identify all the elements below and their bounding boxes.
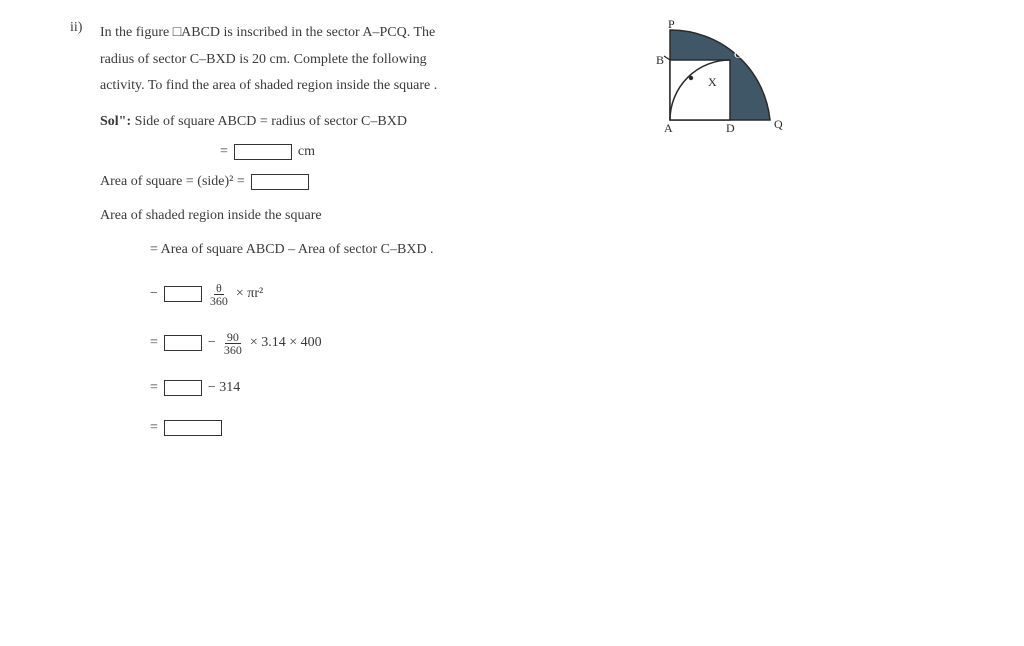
label-P: P xyxy=(668,20,675,31)
label-D: D xyxy=(726,121,735,135)
s1-tail: × πr² xyxy=(236,286,263,302)
solution-label: Sol": xyxy=(100,114,131,129)
label-A: A xyxy=(664,121,673,135)
area-side-label: Area of square = (side)² = xyxy=(100,174,245,190)
blank-s4[interactable] xyxy=(164,420,222,436)
label-C: C xyxy=(734,47,742,61)
equals-1: = xyxy=(220,144,228,160)
question-number: ii) xyxy=(70,20,82,36)
s2-tail: × 3.14 × 400 xyxy=(250,335,322,351)
step-4: = xyxy=(150,420,940,436)
shaded-equation: = Area of square ABCD – Area of sector C… xyxy=(150,242,940,258)
unit-cm: cm xyxy=(298,144,315,160)
question-text: In the figure □ABCD is inscribed in the … xyxy=(100,20,640,100)
label-X: X xyxy=(708,75,717,89)
s3-eq: = xyxy=(150,380,158,396)
blank-s2[interactable] xyxy=(164,335,202,351)
s2-fraction: 90 360 xyxy=(222,331,244,356)
q-line3: activity. To find the area of shaded reg… xyxy=(100,78,437,93)
label-B: B xyxy=(656,53,664,67)
s1-den: 360 xyxy=(208,295,230,307)
geometry-figure: P B C X A D Q xyxy=(650,20,790,145)
s1-op: − xyxy=(150,286,158,302)
label-Q: Q xyxy=(774,117,783,131)
step-1: − θ 360 × πr² xyxy=(150,282,940,307)
side-statement: Side of square ABCD = radius of sector C… xyxy=(135,114,407,129)
step-3: = − 314 xyxy=(150,380,940,396)
q-line2: radius of sector C–BXD is 20 cm. Complet… xyxy=(100,52,427,67)
step-2: = − 90 360 × 3.14 × 400 xyxy=(150,331,940,356)
s1-num: θ xyxy=(214,282,224,295)
s3-tail: − 314 xyxy=(208,380,240,396)
s1-fraction: θ 360 xyxy=(208,282,230,307)
s2-minus: − xyxy=(208,335,216,351)
blank-area-side[interactable] xyxy=(251,174,309,190)
shaded-heading: Area of shaded region inside the square xyxy=(100,208,940,224)
s2-num: 90 xyxy=(225,331,241,344)
blank-s1[interactable] xyxy=(164,286,202,302)
blank-side-cm[interactable] xyxy=(234,144,292,160)
s2-den: 360 xyxy=(222,344,244,356)
s2-eq: = xyxy=(150,335,158,351)
q-line1: In the figure □ABCD is inscribed in the … xyxy=(100,25,435,40)
blank-s3[interactable] xyxy=(164,380,202,396)
s4-eq: = xyxy=(150,420,158,436)
